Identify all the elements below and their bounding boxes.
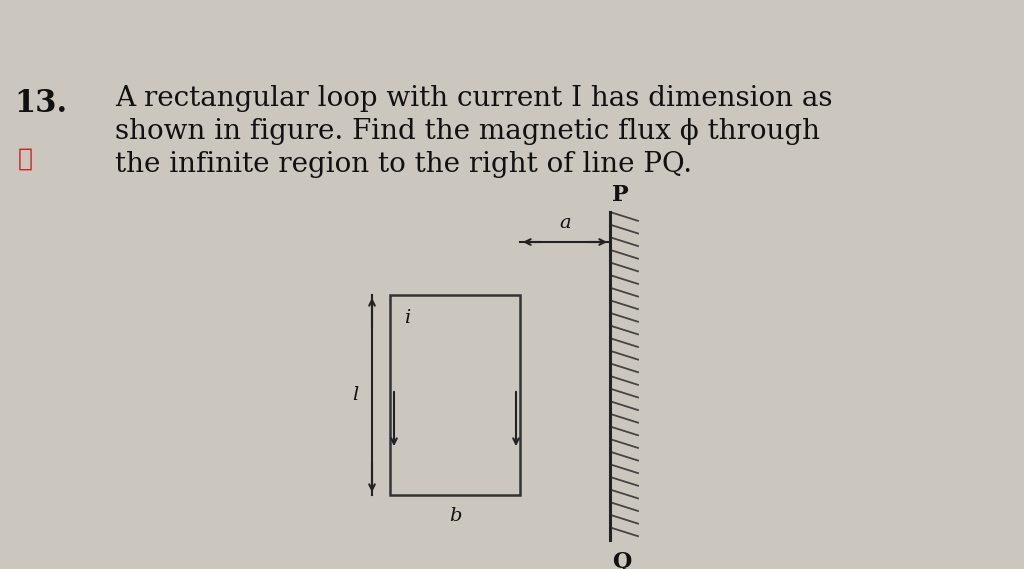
Text: A rectangular loop with current I has dimension as: A rectangular loop with current I has di… bbox=[115, 85, 833, 112]
Text: P: P bbox=[612, 184, 629, 206]
Text: 13.: 13. bbox=[14, 88, 68, 119]
Text: ✗: ✗ bbox=[18, 148, 33, 171]
Bar bbox=[390, 295, 520, 495]
Text: b: b bbox=[449, 507, 461, 525]
Text: the infinite region to the right of line PQ.: the infinite region to the right of line… bbox=[115, 151, 692, 178]
Text: i: i bbox=[404, 309, 411, 327]
Text: shown in figure. Find the magnetic flux ϕ through: shown in figure. Find the magnetic flux … bbox=[115, 118, 820, 145]
Text: a: a bbox=[559, 214, 570, 232]
Text: Q: Q bbox=[612, 550, 632, 569]
Text: l: l bbox=[352, 386, 358, 404]
